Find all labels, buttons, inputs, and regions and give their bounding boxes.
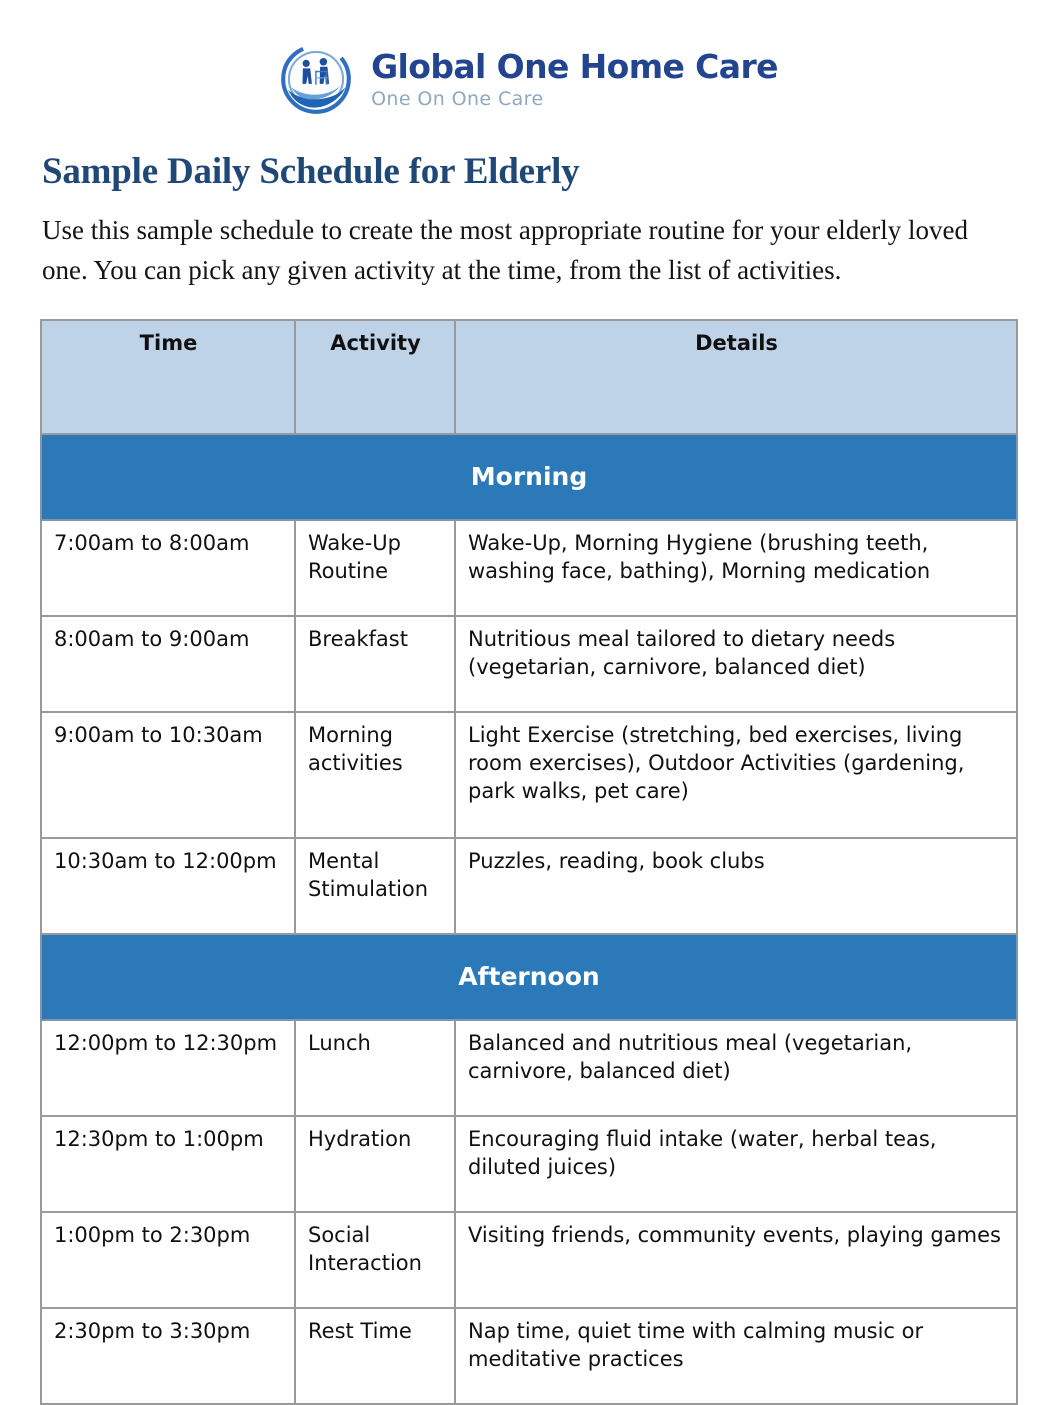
cell-activity: Rest Time: [294, 1306, 456, 1405]
column-header-activity: Activity: [294, 318, 456, 435]
circle-caregiver-icon: [275, 38, 357, 120]
brand-tagline: One On One Care: [371, 87, 544, 110]
table-row: 12:00pm to 12:30pm Lunch Balanced and nutr…: [40, 1018, 1018, 1117]
cell-activity: Lunch: [294, 1018, 456, 1117]
cell-time: 8:00am to 9:00am: [40, 614, 296, 713]
table-row: 2:30pm to 3:30pm Rest Time Nap time, quiet…: [40, 1306, 1018, 1405]
page-title: Sample Daily Schedule for Elderly: [42, 151, 580, 192]
table-row: 10:30am to 12:00pm Mental Stimulation Puzz…: [40, 836, 1018, 935]
cell-activity: Social Interaction: [294, 1210, 456, 1309]
cell-time: 12:00pm to 12:30pm: [40, 1018, 296, 1117]
section-header-row: Afternoon: [40, 932, 1018, 1021]
cell-details: Wake-Up, Morning Hygiene (brushing teeth…: [454, 518, 1018, 617]
brand-title: Global One Home Care: [371, 46, 778, 86]
cell-details: Balanced and nutritious meal (vegetarian…: [454, 1018, 1018, 1117]
cell-details: Puzzles, reading, book clubs: [454, 836, 1018, 935]
cell-details: Encouraging fluid intake (water, herbal …: [454, 1114, 1018, 1213]
table-row: 12:30pm to 1:00pm Hydration Encouraging fl…: [40, 1114, 1018, 1213]
brand-text: Global One Home Care One On One Care: [371, 50, 778, 109]
brand-header: Global One Home Care One On One Care: [0, 0, 1053, 126]
table-header-row: Time Activity Details: [40, 318, 1018, 435]
table-body: Morning 7:00am to 8:00am Wake-Up Routine Wa…: [40, 432, 1018, 1405]
column-header-time: Time: [40, 318, 296, 435]
cell-details: Visiting friends, community events, play…: [454, 1210, 1018, 1309]
cell-details: Nap time, quiet time with calming music …: [454, 1306, 1018, 1405]
cell-time: 10:30am to 12:00pm: [40, 836, 296, 935]
cell-activity: Wake-Up Routine: [294, 518, 456, 617]
table-row: 7:00am to 8:00am Wake-Up Routine Wake-Up, …: [40, 518, 1018, 617]
section-header-row: Morning: [40, 432, 1018, 521]
cell-activity: Breakfast: [294, 614, 456, 713]
table-header: Time Activity Details: [40, 318, 1018, 435]
table-row: 9:00am to 10:30am Morning activities Light…: [40, 710, 1018, 839]
cell-details: Light Exercise (stretching, bed exercise…: [454, 710, 1018, 839]
schedule-table-container: Time Activity Details Morning 7:00am to 8…: [40, 318, 1018, 1405]
table-row: 8:00am to 9:00am Breakfast Nutritious meal…: [40, 614, 1018, 713]
daily-schedule-table: Time Activity Details Morning 7:00am to 8…: [40, 318, 1018, 1405]
cell-details: Nutritious meal tailored to dietary need…: [454, 614, 1018, 713]
column-header-details: Details: [454, 318, 1018, 435]
cell-time: 2:30pm to 3:30pm: [40, 1306, 296, 1405]
section-label: Morning: [40, 432, 1018, 521]
table-row: 1:00pm to 2:30pm Social Interaction Visiti…: [40, 1210, 1018, 1309]
intro-paragraph: Use this sample schedule to create the m…: [42, 215, 968, 285]
section-label: Afternoon: [40, 932, 1018, 1021]
cell-time: 1:00pm to 2:30pm: [40, 1210, 296, 1309]
cell-time: 9:00am to 10:30am: [40, 710, 296, 839]
cell-activity: Mental Stimulation: [294, 836, 456, 935]
cell-time: 7:00am to 8:00am: [40, 518, 296, 617]
cell-activity: Hydration: [294, 1114, 456, 1213]
cell-activity: Morning activities: [294, 710, 456, 839]
cell-time: 12:30pm to 1:00pm: [40, 1114, 296, 1213]
